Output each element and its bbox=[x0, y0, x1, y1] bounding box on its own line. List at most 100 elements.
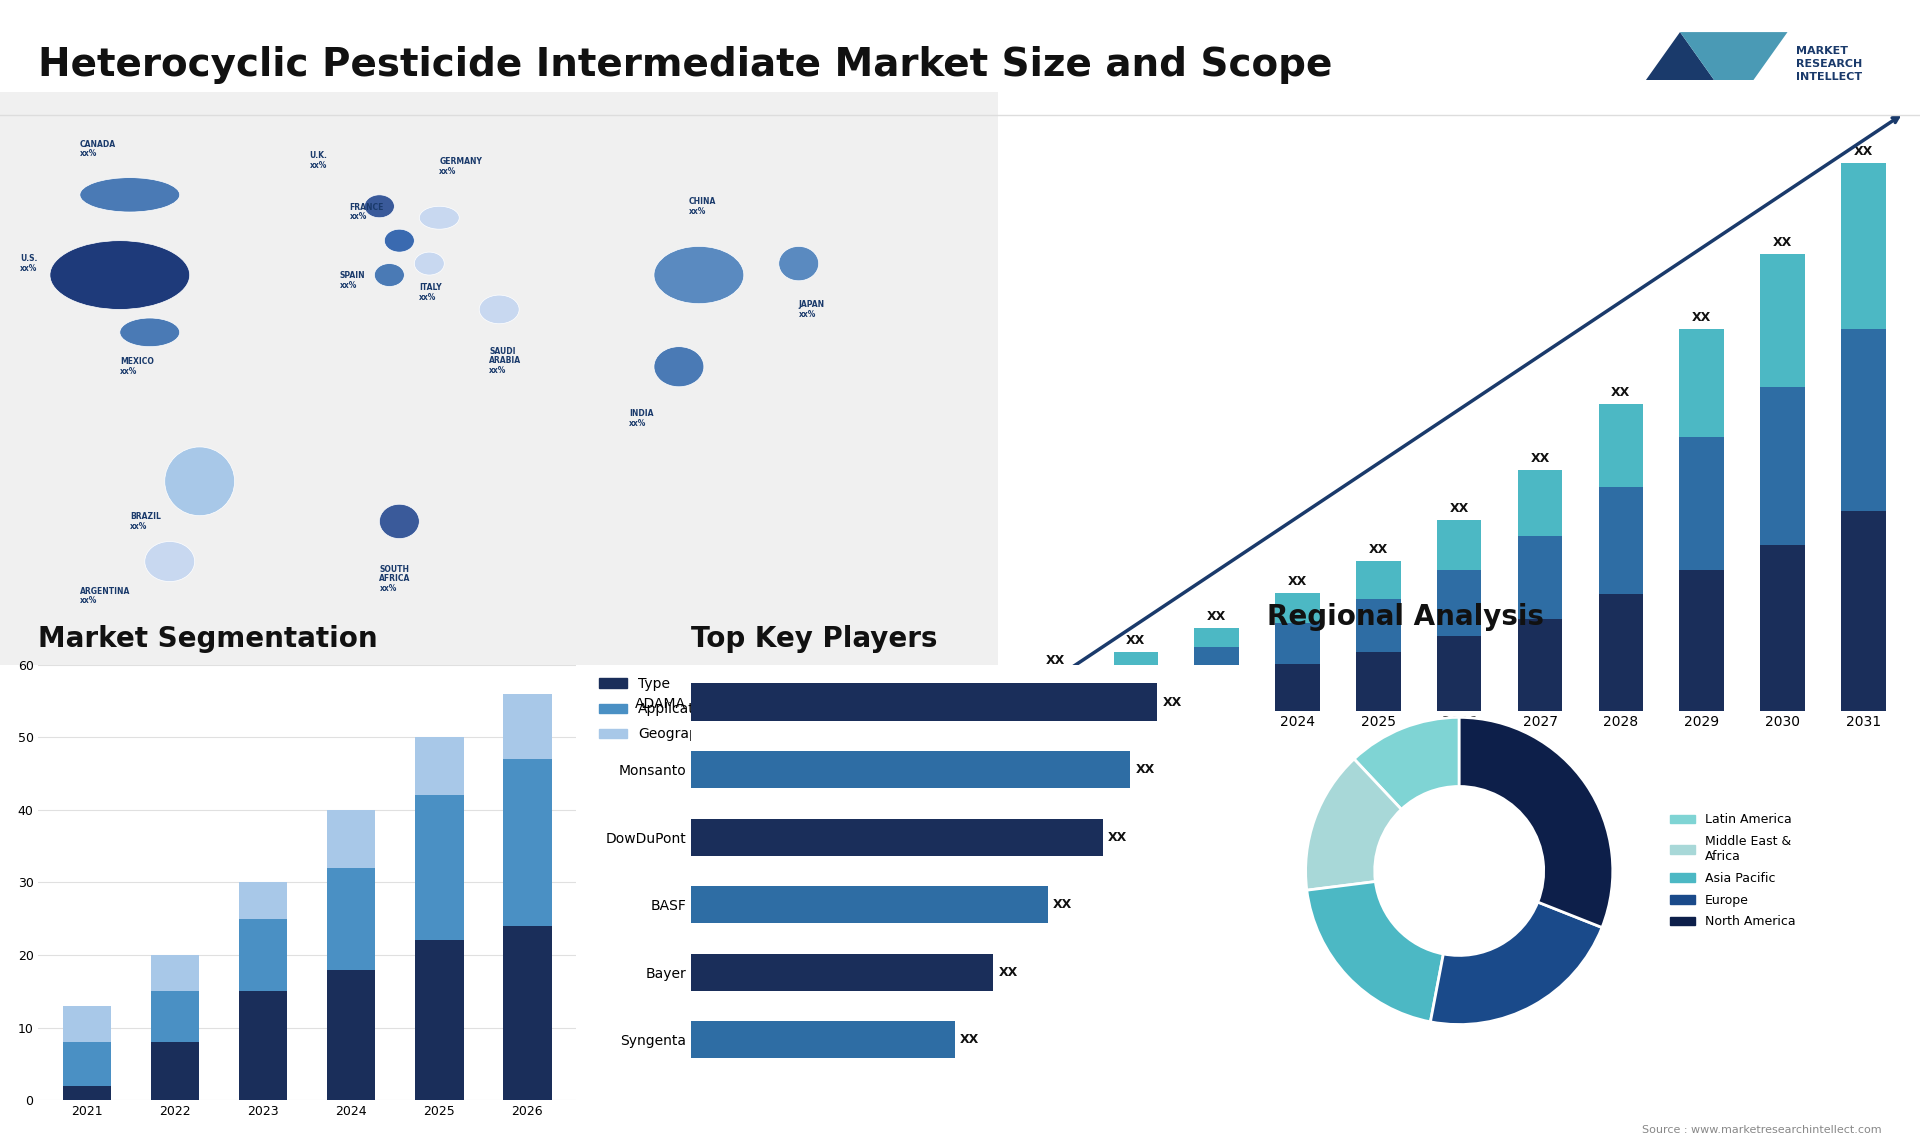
Bar bbox=[1033, 681, 1077, 694]
Bar bbox=[326, 970, 376, 1100]
Text: XX: XX bbox=[1135, 763, 1154, 776]
Text: INDIA
xx%: INDIA xx% bbox=[630, 409, 653, 427]
Bar bbox=[1275, 592, 1319, 622]
Bar bbox=[1275, 622, 1319, 664]
Bar bbox=[1194, 628, 1238, 647]
Bar bbox=[1599, 403, 1644, 487]
Text: XX: XX bbox=[1855, 146, 1874, 158]
Text: XX: XX bbox=[1288, 575, 1308, 588]
Bar bbox=[1761, 387, 1805, 544]
Text: U.K.
xx%: U.K. xx% bbox=[309, 151, 328, 170]
Bar bbox=[691, 886, 1048, 924]
Bar bbox=[1114, 685, 1158, 711]
Bar bbox=[503, 926, 551, 1100]
Text: Market Segmentation: Market Segmentation bbox=[38, 626, 378, 653]
Bar bbox=[1841, 163, 1885, 329]
Text: XX: XX bbox=[998, 966, 1018, 979]
Wedge shape bbox=[1354, 717, 1459, 809]
Text: Heterocyclic Pesticide Intermediate Market Size and Scope: Heterocyclic Pesticide Intermediate Mark… bbox=[38, 46, 1332, 84]
Bar bbox=[1519, 536, 1563, 619]
Bar bbox=[152, 1042, 200, 1100]
Ellipse shape bbox=[50, 241, 190, 309]
Bar bbox=[1841, 329, 1885, 511]
Wedge shape bbox=[1308, 881, 1444, 1022]
Text: XX: XX bbox=[960, 1034, 979, 1046]
Text: Source : www.marketresearchintellect.com: Source : www.marketresearchintellect.com bbox=[1642, 1124, 1882, 1135]
Bar bbox=[1194, 677, 1238, 711]
Text: XX: XX bbox=[1127, 635, 1146, 647]
Bar bbox=[326, 868, 376, 970]
Bar bbox=[1356, 599, 1400, 652]
Text: XX: XX bbox=[1369, 543, 1388, 556]
Ellipse shape bbox=[81, 178, 180, 212]
Bar bbox=[1033, 694, 1077, 711]
Wedge shape bbox=[1459, 717, 1613, 927]
Bar bbox=[1599, 595, 1644, 711]
Bar bbox=[1114, 652, 1158, 666]
Text: CANADA
xx%: CANADA xx% bbox=[81, 140, 115, 158]
Legend: Type, Application, Geography: Type, Application, Geography bbox=[593, 672, 722, 747]
Text: XX: XX bbox=[1611, 386, 1630, 399]
Text: GERMANY
xx%: GERMANY xx% bbox=[440, 157, 482, 175]
Text: ARGENTINA
xx%: ARGENTINA xx% bbox=[81, 587, 131, 605]
Bar bbox=[1033, 673, 1077, 681]
Bar bbox=[238, 882, 288, 919]
Text: JAPAN
xx%: JAPAN xx% bbox=[799, 300, 826, 319]
Text: XX: XX bbox=[1164, 696, 1183, 708]
Text: U.S.
xx%: U.S. xx% bbox=[19, 254, 36, 273]
Ellipse shape bbox=[480, 296, 518, 324]
Bar bbox=[691, 818, 1102, 856]
Wedge shape bbox=[1306, 759, 1402, 890]
Bar bbox=[63, 1085, 111, 1100]
Text: XX: XX bbox=[1772, 236, 1791, 250]
Ellipse shape bbox=[384, 229, 415, 252]
Ellipse shape bbox=[415, 252, 444, 275]
Bar bbox=[63, 1006, 111, 1042]
Text: Top Key Players: Top Key Players bbox=[691, 626, 937, 653]
Text: SAUDI
ARABIA
xx%: SAUDI ARABIA xx% bbox=[490, 347, 522, 375]
Polygon shape bbox=[1626, 32, 1734, 108]
Bar bbox=[1680, 329, 1724, 437]
Ellipse shape bbox=[365, 195, 394, 218]
Text: FRANCE
xx%: FRANCE xx% bbox=[349, 203, 384, 221]
Bar bbox=[691, 751, 1131, 788]
Bar bbox=[503, 759, 551, 926]
Bar bbox=[1841, 511, 1885, 711]
Legend: Latin America, Middle East &
Africa, Asia Pacific, Europe, North America: Latin America, Middle East & Africa, Asi… bbox=[1665, 808, 1801, 934]
Text: CHINA
xx%: CHINA xx% bbox=[689, 197, 716, 215]
Ellipse shape bbox=[380, 504, 419, 539]
Ellipse shape bbox=[119, 317, 180, 347]
Ellipse shape bbox=[419, 206, 459, 229]
Text: SPAIN
xx%: SPAIN xx% bbox=[340, 272, 365, 290]
Bar bbox=[1436, 636, 1482, 711]
Bar bbox=[1761, 254, 1805, 387]
Ellipse shape bbox=[165, 447, 234, 516]
Bar bbox=[691, 953, 993, 991]
Bar bbox=[1194, 647, 1238, 677]
Bar bbox=[1356, 652, 1400, 711]
Circle shape bbox=[1375, 786, 1544, 956]
Polygon shape bbox=[1680, 32, 1788, 108]
Text: MARKET
RESEARCH
INTELLECT: MARKET RESEARCH INTELLECT bbox=[1795, 46, 1862, 83]
Bar bbox=[415, 941, 463, 1100]
Bar bbox=[503, 693, 551, 759]
Text: BRAZIL
xx%: BRAZIL xx% bbox=[131, 512, 161, 531]
Bar bbox=[152, 991, 200, 1042]
Bar bbox=[1680, 570, 1724, 711]
Ellipse shape bbox=[655, 347, 705, 387]
Wedge shape bbox=[1430, 902, 1601, 1025]
Text: XX: XX bbox=[1692, 311, 1711, 324]
Bar bbox=[1436, 520, 1482, 570]
Ellipse shape bbox=[144, 542, 194, 581]
Bar bbox=[63, 1042, 111, 1085]
Bar bbox=[1519, 470, 1563, 536]
Text: XX: XX bbox=[1044, 654, 1064, 667]
Bar bbox=[691, 683, 1158, 721]
Bar bbox=[238, 919, 288, 991]
Bar bbox=[1680, 437, 1724, 570]
Text: MEXICO
xx%: MEXICO xx% bbox=[119, 358, 154, 376]
Text: XX: XX bbox=[1108, 831, 1127, 843]
Bar bbox=[691, 1021, 954, 1059]
Bar bbox=[1436, 570, 1482, 636]
Text: XX: XX bbox=[1208, 610, 1227, 622]
